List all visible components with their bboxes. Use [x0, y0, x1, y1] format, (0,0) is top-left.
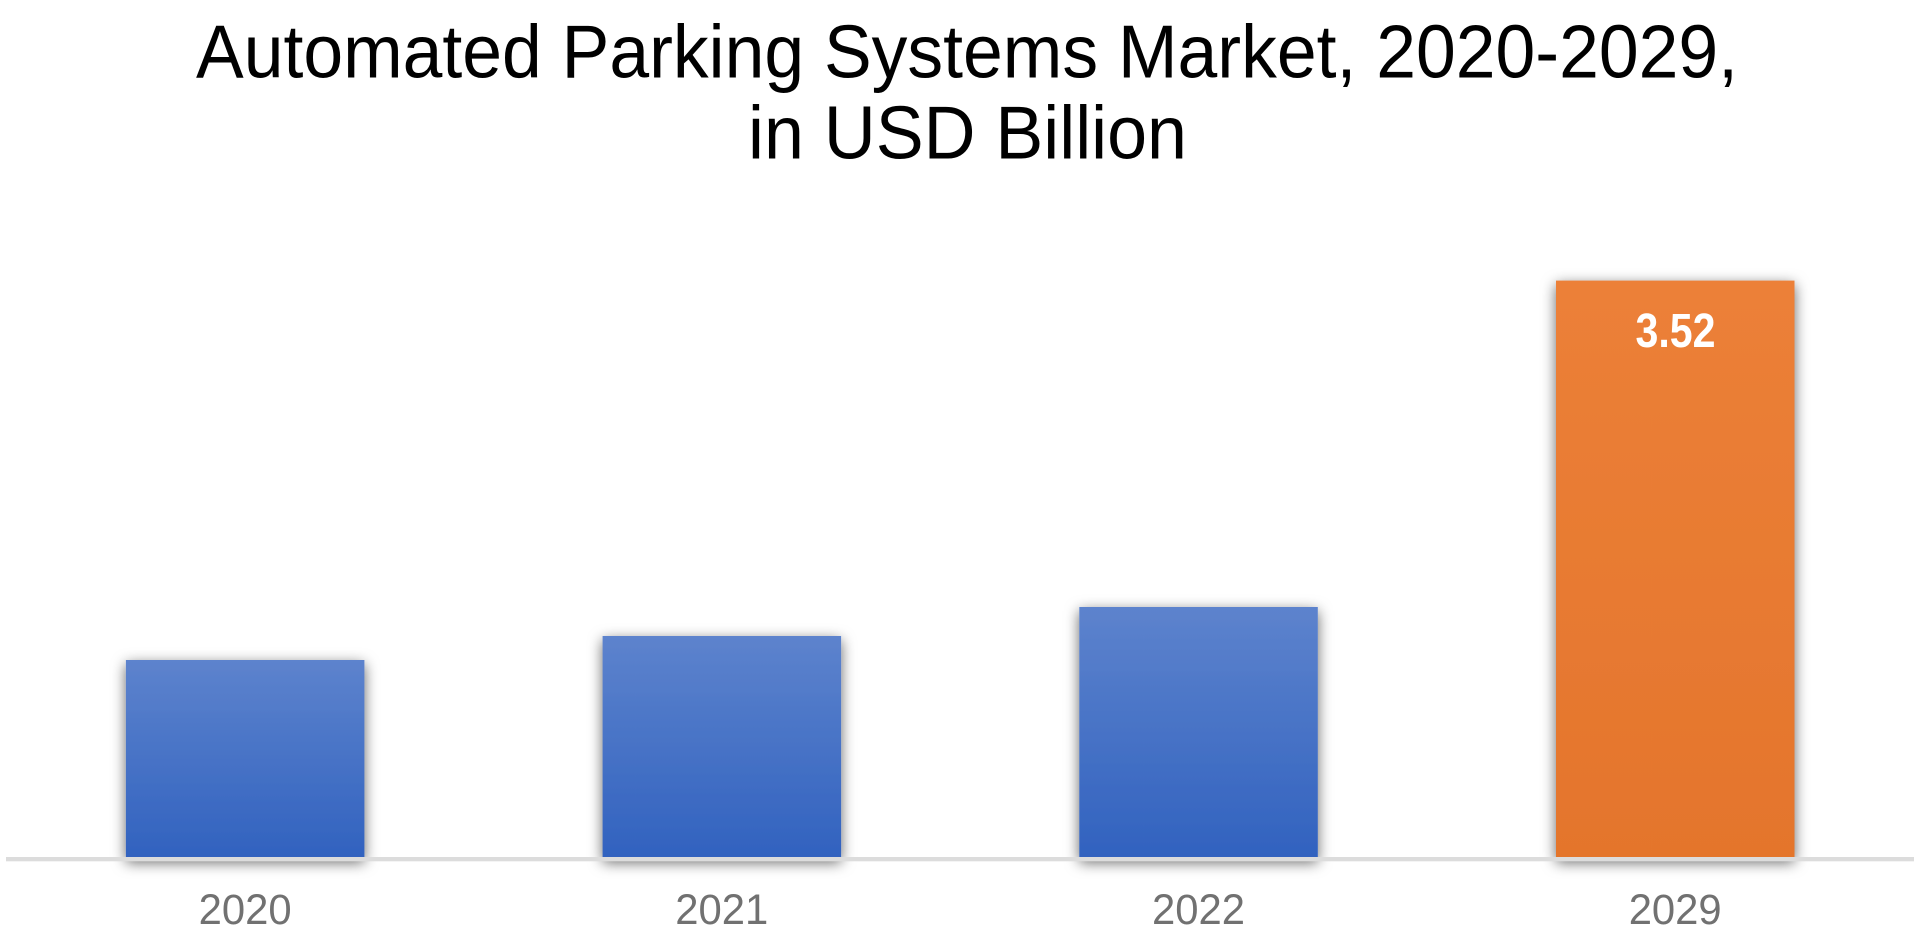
svg-text:in USD Billion: in USD Billion — [748, 91, 1187, 175]
svg-text:Automated Parking Systems Mark: Automated Parking Systems Market, 2020-2… — [196, 10, 1738, 94]
svg-text:2020: 2020 — [199, 886, 292, 934]
svg-text:3.52: 3.52 — [1636, 305, 1716, 358]
svg-text:2022: 2022 — [1152, 886, 1245, 934]
svg-text:2029: 2029 — [1629, 886, 1722, 934]
svg-text:2021: 2021 — [675, 886, 768, 934]
